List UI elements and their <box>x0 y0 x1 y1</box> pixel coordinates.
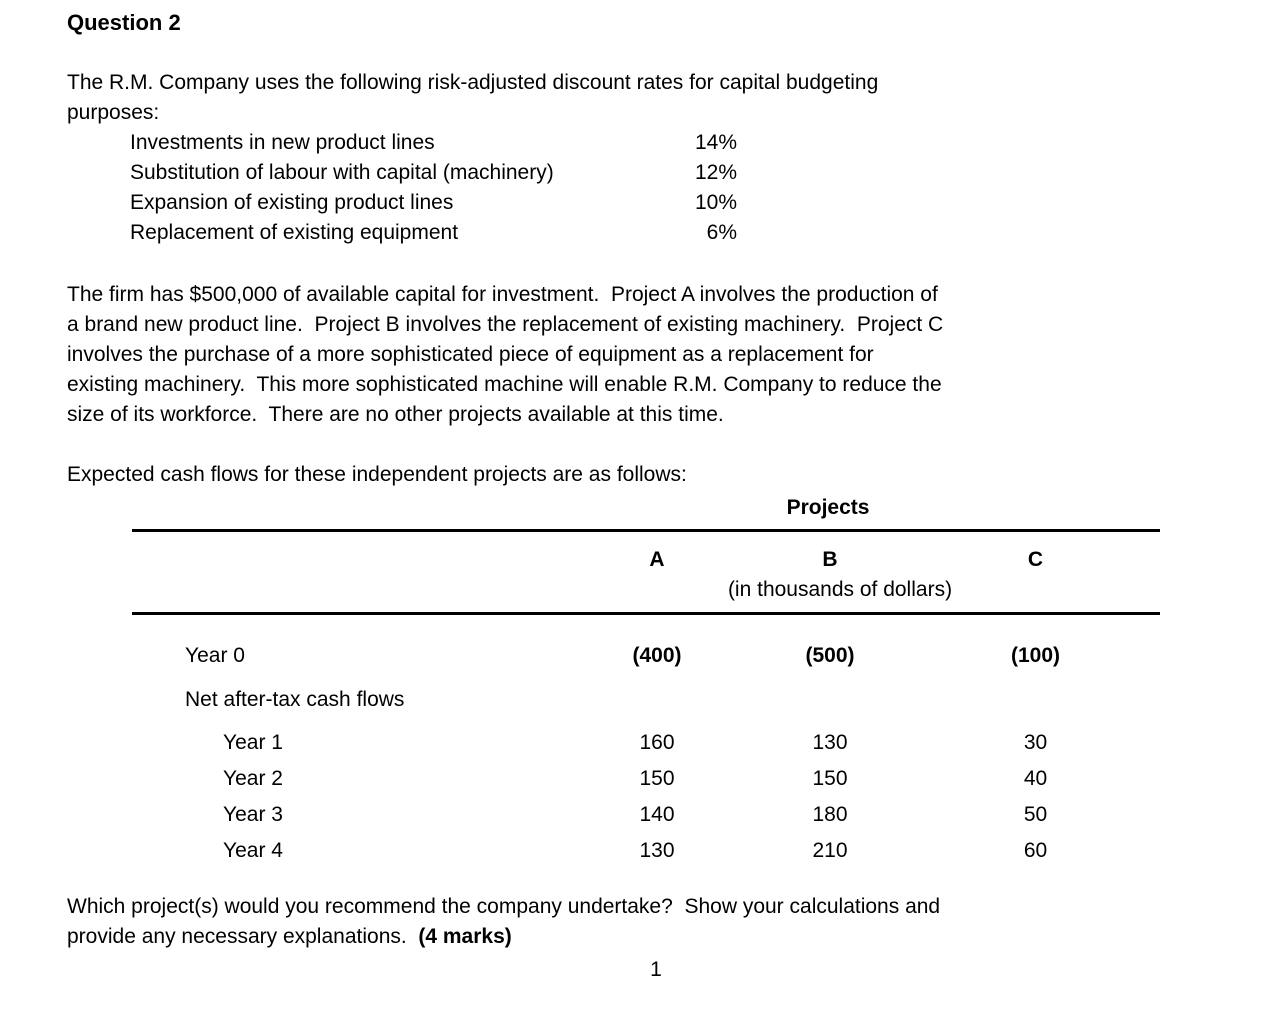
page-title: Question 2 <box>67 10 181 35</box>
cell-b: 130 <box>812 731 848 754</box>
table-intro: Expected cash flows for these independen… <box>67 463 687 486</box>
column-header-a: A <box>649 548 665 571</box>
row-label: Year 0 <box>185 644 245 667</box>
header-spacer <box>132 545 587 605</box>
row-label: Net after-tax cash flows <box>185 688 405 711</box>
row-label: Year 2 <box>223 767 283 790</box>
table-rule-header <box>132 612 1160 615</box>
cell-c <box>933 685 1138 715</box>
rate-value: 10% <box>694 191 737 214</box>
table-row-year4: Year 4 130 210 60 <box>132 836 1160 866</box>
table-row-year1: Year 1 160 130 30 <box>132 728 1160 758</box>
rate-label: Replacement of existing equipment <box>130 221 459 244</box>
cell-c: 40 <box>1023 767 1048 790</box>
row-label: Year 3 <box>223 803 283 826</box>
cell-b: (500) <box>805 644 855 667</box>
cell-a <box>587 685 727 715</box>
table-row-net-cashflows: Net after-tax cash flows <box>132 685 1160 715</box>
rate-row: Investments in new product lines 14% <box>130 128 737 158</box>
cell-a: (400) <box>632 644 682 667</box>
table-header-row: A B C (in thousands of dollars) <box>132 545 1160 605</box>
cell-a: 160 <box>639 731 675 754</box>
cell-b: 150 <box>812 767 848 790</box>
cell-c: 60 <box>1023 839 1048 862</box>
row-label: Year 1 <box>223 731 283 754</box>
rate-value: 6% <box>706 221 737 244</box>
column-header-c: C <box>1027 548 1044 571</box>
question-paragraph: Which project(s) would you recommend the… <box>67 892 1245 952</box>
rate-label: Substitution of labour with capital (mac… <box>130 161 554 184</box>
table-row-year2: Year 2 150 150 40 <box>132 764 1160 794</box>
page-number: 1 <box>650 958 662 981</box>
row-label: Year 4 <box>223 839 283 862</box>
cell-c: 30 <box>1023 731 1048 754</box>
intro-paragraph: The R.M. Company uses the following risk… <box>67 71 879 124</box>
cell-c: 50 <box>1023 803 1048 826</box>
table-rule-top <box>132 529 1160 532</box>
cell-a: 130 <box>639 839 675 862</box>
rate-row: Expansion of existing product lines 10% <box>130 188 737 218</box>
cell-b: 180 <box>812 803 848 826</box>
table-row-year0: Year 0 (400) (500) (100) <box>132 641 1160 671</box>
table-row-year3: Year 3 140 180 50 <box>132 800 1160 830</box>
table-title: Projects <box>786 496 870 519</box>
cell-a: 140 <box>639 803 675 826</box>
body-paragraph: The firm has $500,000 of available capit… <box>67 283 944 426</box>
question-text: Which project(s) would you recommend the… <box>67 895 941 948</box>
cell-a: 150 <box>639 767 675 790</box>
rate-label: Investments in new product lines <box>130 131 435 154</box>
cell-b <box>727 685 933 715</box>
cell-b: 210 <box>812 839 848 862</box>
column-header-b: B <box>822 548 838 571</box>
document-content: Question 2 The R.M. Company uses the fol… <box>67 10 1245 981</box>
cashflow-table: Projects A B C (in thousands of dollars)… <box>132 493 1160 866</box>
marks-label: (4 marks) <box>418 925 512 948</box>
rate-value: 12% <box>694 161 737 184</box>
rate-row: Substitution of labour with capital (mac… <box>130 158 737 188</box>
discount-rates-list: Investments in new product lines 14% Sub… <box>130 128 737 248</box>
rate-value: 14% <box>694 131 737 154</box>
cell-c: (100) <box>1010 644 1061 667</box>
units-note: (in thousands of dollars) <box>727 578 953 601</box>
rate-row: Replacement of existing equipment 6% <box>130 218 737 248</box>
rate-label: Expansion of existing product lines <box>130 191 454 214</box>
